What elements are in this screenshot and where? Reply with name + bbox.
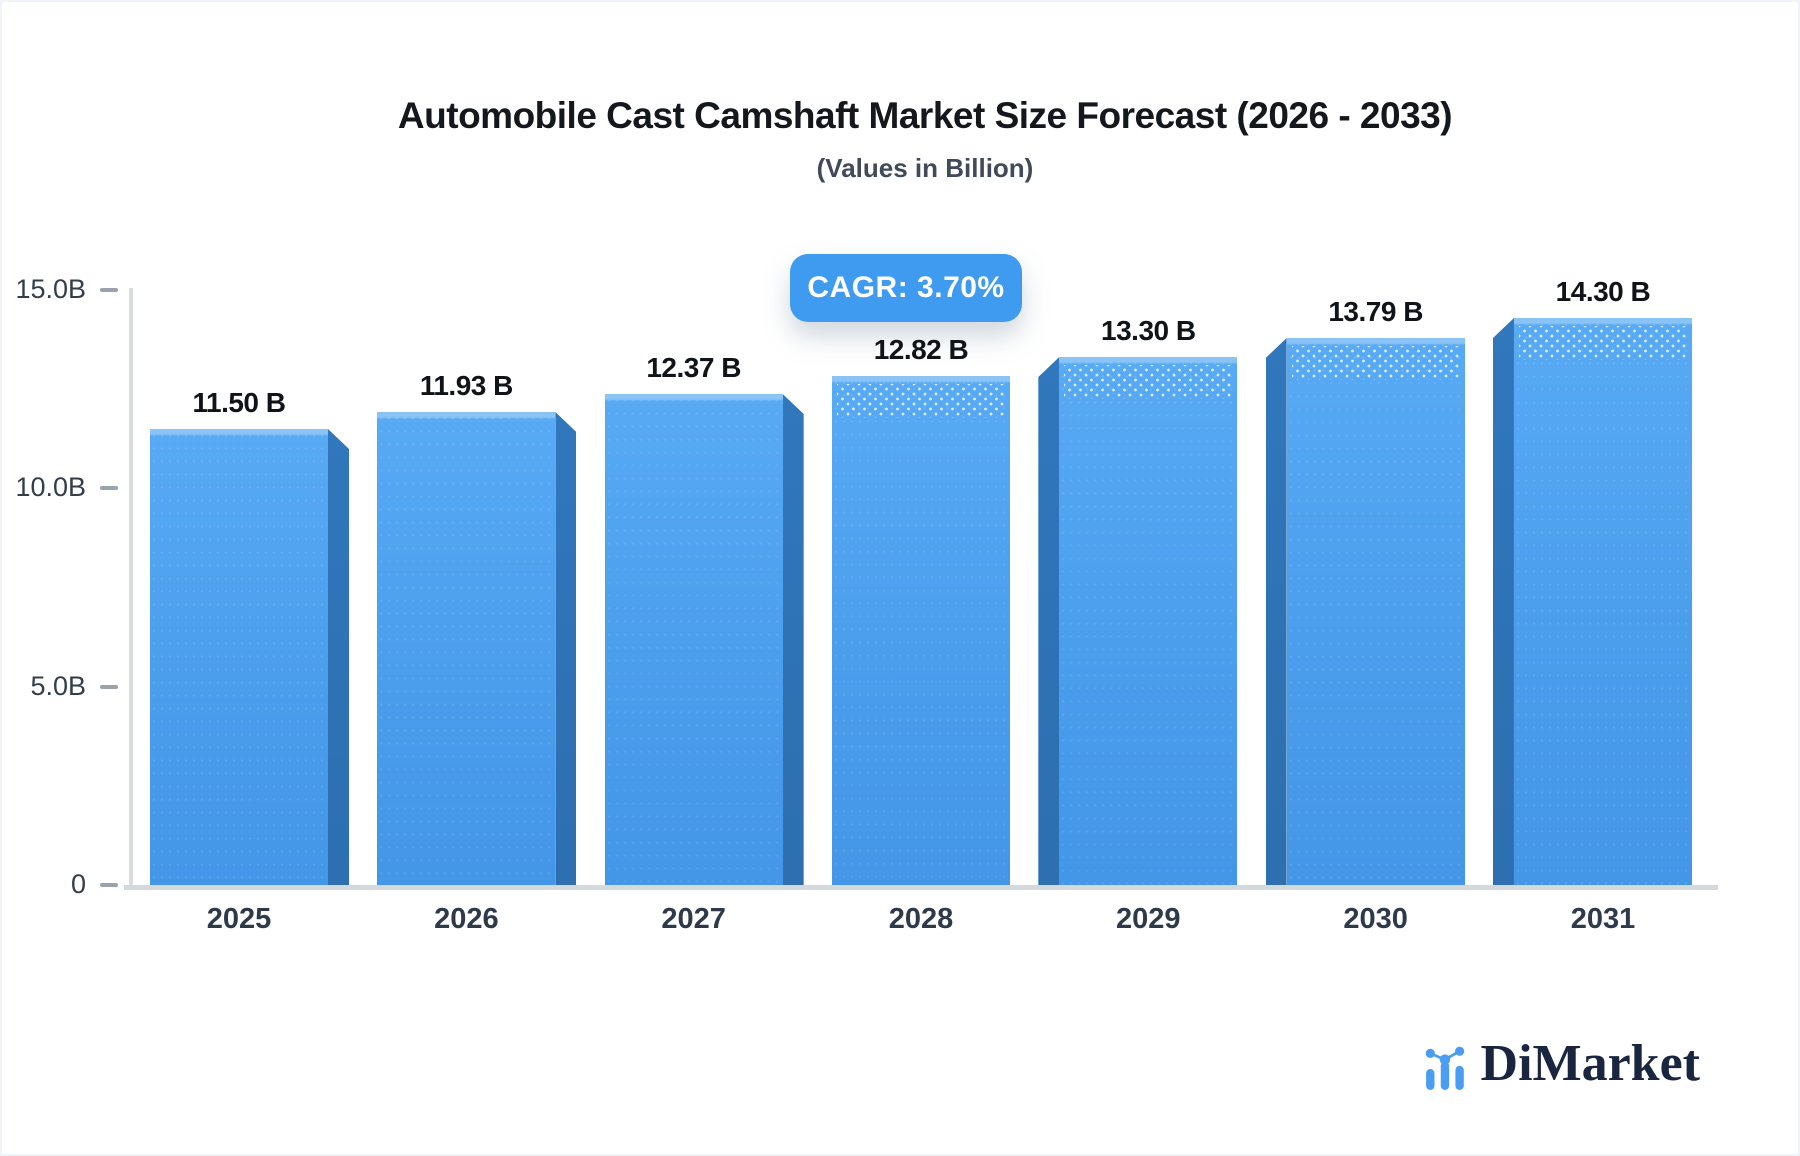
bar-dot-texture bbox=[1291, 346, 1460, 380]
chart-subtitle: (Values in Billion) bbox=[816, 153, 1034, 183]
bar-face bbox=[1286, 338, 1465, 885]
mini-bar-chart-icon bbox=[1425, 1046, 1464, 1090]
y-axis-tick-mark bbox=[100, 287, 118, 292]
bar-value-label: 11.93 B bbox=[419, 370, 514, 401]
bar-2029 bbox=[1038, 357, 1238, 885]
x-axis-category-label: 2028 bbox=[888, 903, 954, 935]
y-axis-tick-label: 0 bbox=[70, 869, 86, 899]
dimarket-logo: DiMarket bbox=[1425, 1038, 1700, 1090]
bar-value-label: 12.82 B bbox=[873, 334, 969, 365]
bar-dot-texture bbox=[1518, 326, 1687, 360]
y-axis-tick-mark bbox=[100, 883, 118, 887]
y-axis-tick-mark bbox=[100, 684, 118, 689]
bar-face bbox=[377, 412, 556, 885]
cagr-badge: CAGR: 3.70% bbox=[790, 254, 1022, 322]
bar-dot-texture bbox=[1064, 365, 1233, 399]
bar-face bbox=[831, 376, 1010, 885]
x-axis-category-label: 2026 bbox=[434, 903, 499, 935]
bar-2028 bbox=[831, 376, 1010, 885]
chart-header: Automobile Cast Camshaft Market Size For… bbox=[50, 0, 1800, 184]
bar-face bbox=[1059, 357, 1238, 885]
chart-title: Automobile Cast Camshaft Market Size For… bbox=[397, 95, 1453, 136]
x-axis-category-label: 2031 bbox=[1570, 903, 1636, 935]
bar-2026 bbox=[377, 412, 577, 885]
bar-3d-side bbox=[328, 429, 349, 885]
bar-dot-texture bbox=[836, 384, 1005, 418]
y-axis-tick-label: 15.0B bbox=[15, 273, 86, 304]
bar-3d-side bbox=[782, 394, 804, 885]
bar-value-label: 14.30 B bbox=[1555, 276, 1651, 307]
bar-value-label: 13.30 B bbox=[1101, 315, 1196, 346]
bar-3d-side bbox=[555, 412, 577, 885]
bar-value-label: 12.37 B bbox=[646, 352, 741, 383]
cagr-badge-label: CAGR: 3.70% bbox=[807, 271, 1005, 304]
bar-face bbox=[1513, 318, 1692, 885]
x-axis-baseline bbox=[124, 885, 1718, 890]
x-axis-category-label: 2029 bbox=[1116, 903, 1181, 935]
bar-2027 bbox=[604, 394, 804, 885]
x-axis-category-label: 2030 bbox=[1343, 903, 1408, 935]
y-axis-line bbox=[129, 288, 133, 888]
bar-2030 bbox=[1265, 338, 1465, 885]
bar-2025 bbox=[150, 429, 349, 885]
bar-value-label: 13.79 B bbox=[1328, 296, 1423, 327]
y-axis-tick-label: 5.0B bbox=[30, 670, 86, 701]
y-axis-tick-label: 10.0B bbox=[15, 472, 86, 503]
logo-wordmark: DiMarket bbox=[1480, 1035, 1700, 1092]
bar-face bbox=[150, 429, 328, 885]
bar-2031 bbox=[1492, 318, 1692, 885]
bar-3d-side bbox=[1492, 318, 1514, 885]
bar-3d-side bbox=[1265, 338, 1287, 885]
bar-3d-side bbox=[1038, 357, 1060, 885]
x-axis-category-label: 2025 bbox=[206, 903, 272, 935]
bar-face bbox=[604, 394, 783, 885]
bar-value-label: 11.50 B bbox=[192, 387, 286, 418]
y-axis-tick-mark bbox=[100, 486, 118, 491]
x-axis-category-label: 2027 bbox=[661, 903, 726, 935]
